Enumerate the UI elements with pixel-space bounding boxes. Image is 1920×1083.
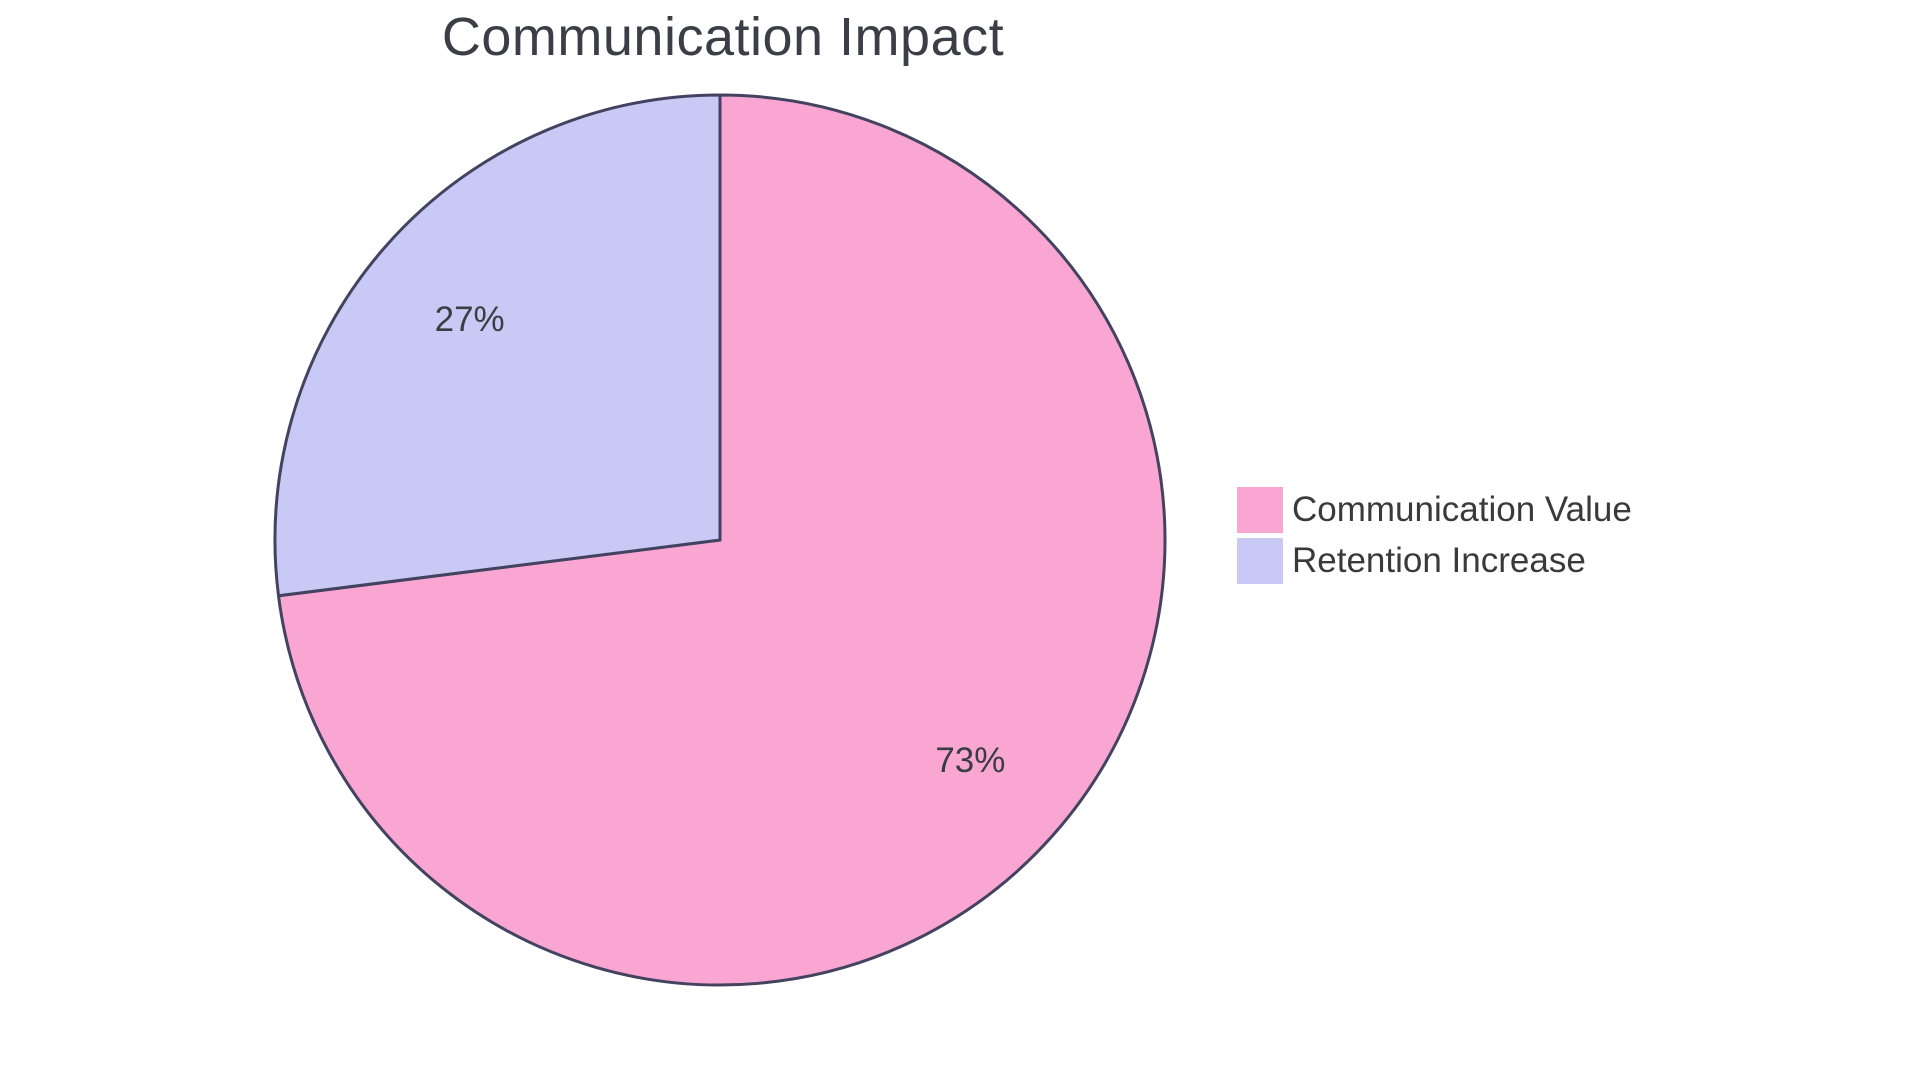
pie-slice-2 — [273, 93, 722, 598]
pie-chart: 73% 27% — [273, 93, 1167, 987]
legend-item: Communication Value — [1237, 487, 1632, 533]
legend-label: Retention Increase — [1292, 541, 1586, 580]
legend-item: Retention Increase — [1237, 538, 1632, 584]
legend-swatch — [1237, 487, 1283, 533]
chart-title: Communication Impact — [441, 7, 1005, 67]
legend-swatch — [1237, 538, 1283, 584]
slice-percentage-label: 27% — [435, 300, 505, 339]
slice-percentage-label: 73% — [935, 741, 1005, 780]
legend-label: Communication Value — [1292, 490, 1632, 529]
chart-legend: Communication Value Retention Increase — [1237, 487, 1632, 584]
pie-slice-1 — [277, 93, 1167, 987]
